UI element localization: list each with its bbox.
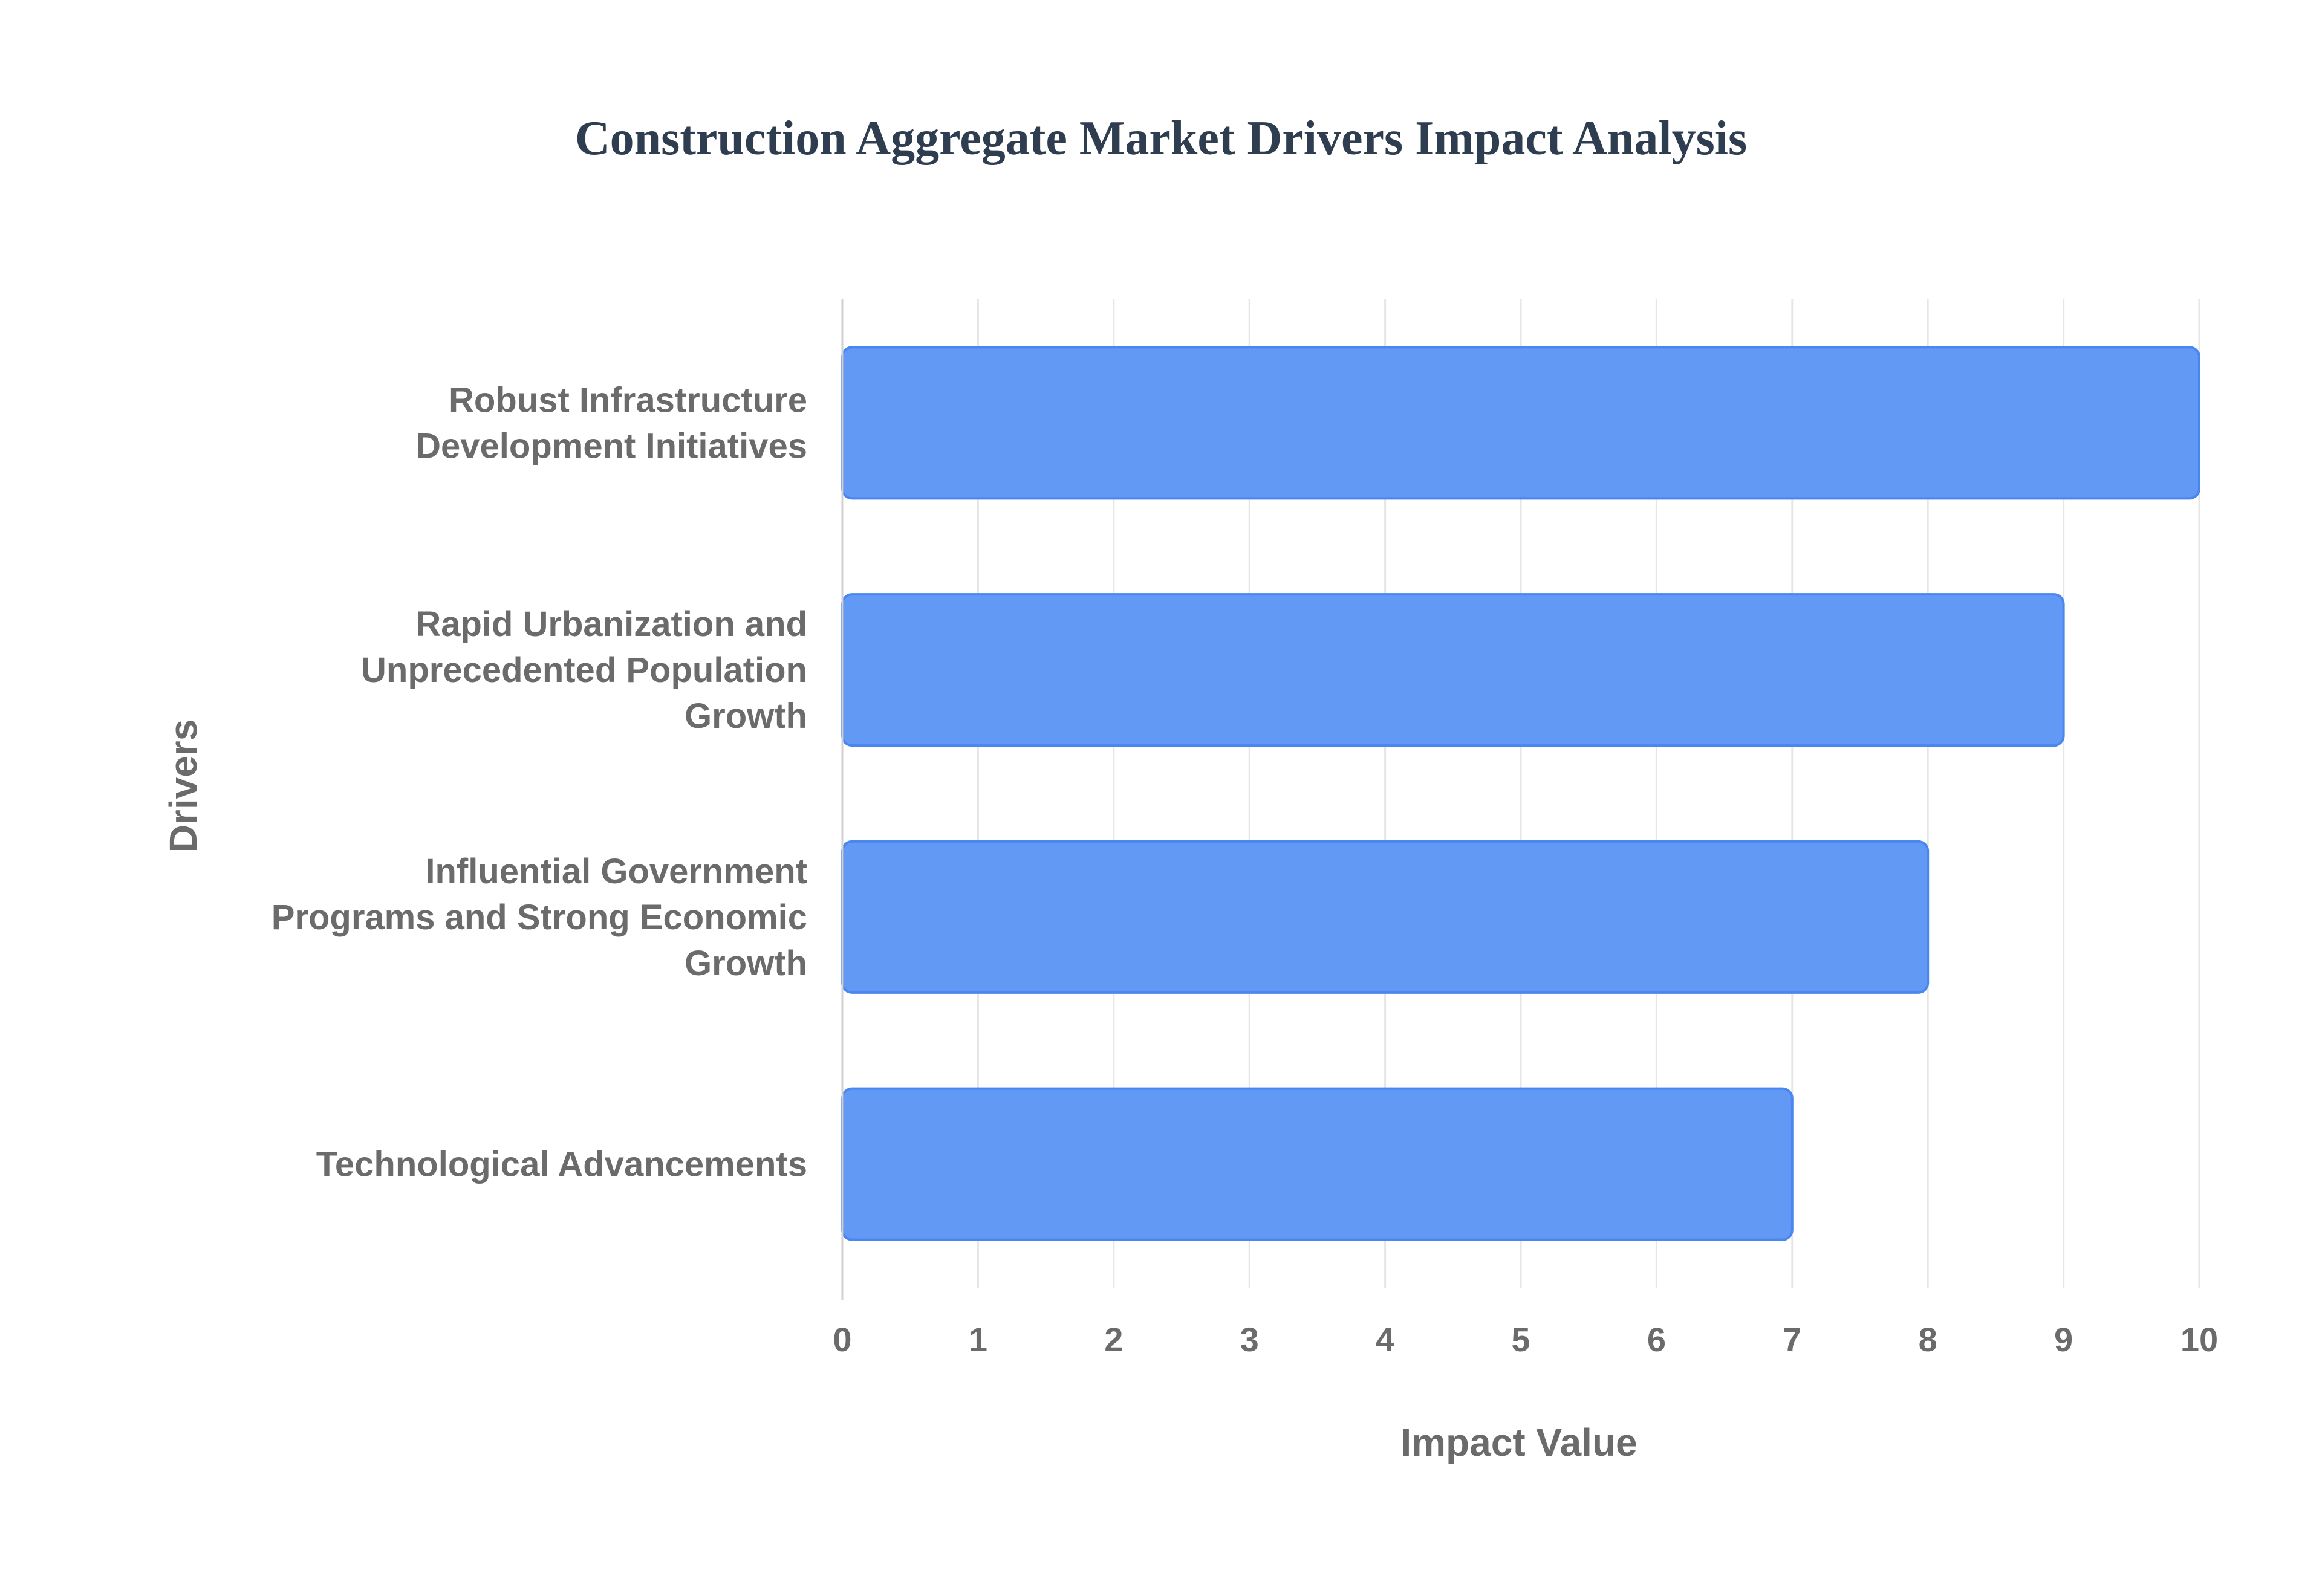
bar-3 xyxy=(841,840,1930,994)
x-tick-labels: 0 1 2 3 4 5 6 7 8 9 10 xyxy=(833,1320,2218,1358)
bar-4 xyxy=(841,1087,1794,1241)
x-tick-label-10: 10 xyxy=(2181,1320,2218,1358)
x-tick-label-3: 3 xyxy=(1240,1320,1259,1358)
category-label-line: Rapid Urbanization and xyxy=(415,605,807,644)
category-label-3: Influential Government Programs and Stron… xyxy=(272,852,807,983)
chart-title: Construction Aggregate Market Drivers Im… xyxy=(575,112,1747,165)
x-tick-label-4: 4 xyxy=(1376,1320,1394,1358)
x-tick-label-7: 7 xyxy=(1783,1320,1801,1358)
x-tick-label-0: 0 xyxy=(833,1320,851,1358)
category-label-line: Unprecedented Population xyxy=(361,650,807,690)
x-tick-label-5: 5 xyxy=(1511,1320,1530,1358)
category-label-line: Growth xyxy=(685,944,807,983)
category-label-2: Rapid Urbanization and Unprecedented Popu… xyxy=(361,605,807,736)
x-tick-label-1: 1 xyxy=(969,1320,987,1358)
x-tick-label-6: 6 xyxy=(1647,1320,1666,1358)
bar-2 xyxy=(841,593,2065,747)
category-label-4: Technological Advancements xyxy=(316,1145,807,1184)
category-label-1: Robust Infrastructure Development Initiat… xyxy=(415,380,807,465)
y-axis-title: Drivers xyxy=(161,719,205,853)
x-tick-label-2: 2 xyxy=(1104,1320,1123,1358)
x-tick-label-9: 9 xyxy=(2054,1320,2073,1358)
bars xyxy=(841,346,2200,1241)
category-label-line: Influential Government xyxy=(425,852,807,891)
category-label-line: Development Initiatives xyxy=(415,426,807,465)
x-tick-label-8: 8 xyxy=(1919,1320,1937,1358)
category-label-line: Growth xyxy=(685,696,807,736)
bar-1 xyxy=(841,346,2200,500)
category-label-line: Technological Advancements xyxy=(316,1145,807,1184)
category-label-line: Robust Infrastructure xyxy=(449,380,807,420)
x-axis-title: Impact Value xyxy=(1400,1421,1637,1464)
category-label-line: Programs and Strong Economic xyxy=(272,898,807,937)
category-labels: Robust Infrastructure Development Initiat… xyxy=(272,380,807,1184)
